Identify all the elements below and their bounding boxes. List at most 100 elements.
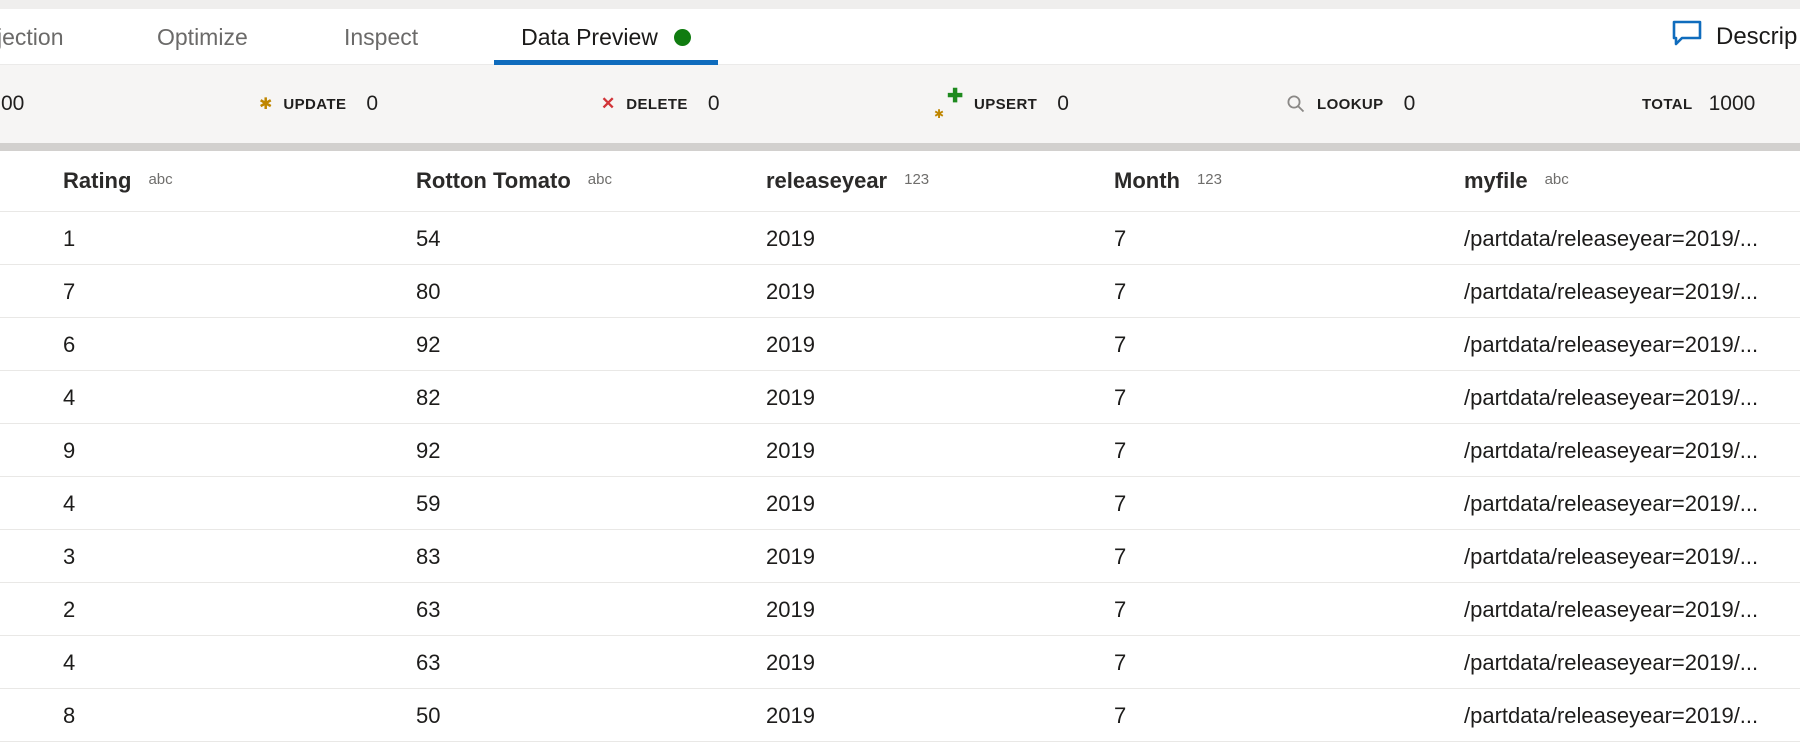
stat-update: ✱ UPDATE 0 <box>259 65 378 143</box>
table-row[interactable]: 3 83 2019 7/partdata/releaseyear=2019/... <box>0 530 1800 583</box>
table-cell: 2019 <box>766 650 815 675</box>
description-button[interactable]: Descrip <box>1672 9 1797 65</box>
table-cell: /partdata/releaseyear=2019/... <box>1464 597 1759 622</box>
table-cell: 9 <box>63 438 76 463</box>
table-row[interactable]: 7 80 2019 7/partdata/releaseyear=2019/... <box>0 265 1800 318</box>
total-count: 1000 <box>1708 92 1756 115</box>
table-cell: 2019 <box>766 438 815 463</box>
update-asterisk-icon: ✱ <box>259 96 273 113</box>
table-cell: 2019 <box>766 597 815 622</box>
upsert-asterisk-plus-icon: ✚ ✱ <box>934 86 963 121</box>
table-cell: 2019 <box>766 544 815 569</box>
delete-count: 0 <box>707 92 720 115</box>
table-row[interactable]: 8 50 2019 7/partdata/releaseyear=2019/... <box>0 689 1800 742</box>
upsert-count: 0 <box>1057 92 1069 115</box>
table-header-row: Rating abc Rotton Tomato abc releaseyear 123 M… <box>0 151 1800 211</box>
table-cell: 2019 <box>766 279 815 304</box>
table-row[interactable]: 4 63 2019 7/partdata/releaseyear=2019/... <box>0 636 1800 689</box>
table-row[interactable]: 1 54 2019 7/partdata/releaseyear=2019/... <box>0 212 1800 265</box>
insert-count: 00 <box>1 92 25 115</box>
table-cell: 7 <box>1114 279 1127 304</box>
table-cell: 6 <box>63 332 76 357</box>
table-cell: 2019 <box>766 703 815 728</box>
lookup-magnifier-icon <box>1286 94 1306 114</box>
column-type-badge: abc <box>148 170 173 188</box>
stats-bar: 00 ✱ UPDATE 0 ✕ DELETE 0 ✚ ✱ UPSERT 0 <box>0 65 1800 143</box>
table-cell: 54 <box>416 226 441 251</box>
table-cell: /partdata/releaseyear=2019/... <box>1464 332 1759 357</box>
stat-upsert: ✚ ✱ UPSERT 0 <box>934 65 1069 143</box>
stats-table-divider <box>0 143 1800 151</box>
table-cell: 7 <box>1114 438 1127 463</box>
column-header-rating[interactable]: Rating abc <box>63 151 173 211</box>
table-cell: 2019 <box>766 332 815 357</box>
table-cell: 63 <box>416 650 441 675</box>
table-cell: 7 <box>1114 597 1127 622</box>
tab-optimize[interactable]: Optimize <box>157 23 248 50</box>
total-label: TOTAL <box>1642 95 1693 113</box>
description-button-label: Descrip <box>1716 23 1798 50</box>
table-row[interactable]: 9 92 2019 7/partdata/releaseyear=2019/... <box>0 424 1800 477</box>
column-type-badge: abc <box>1544 170 1569 188</box>
table-cell: 92 <box>416 438 441 463</box>
table-cell: 50 <box>416 703 441 728</box>
table-cell: 7 <box>1114 491 1127 516</box>
tab-data-preview-label: Data Preview <box>521 23 658 50</box>
comment-icon <box>1672 20 1702 54</box>
table-cell: 4 <box>63 385 76 410</box>
table-cell: 92 <box>416 332 441 357</box>
table-cell: 63 <box>416 597 441 622</box>
status-dot-icon <box>673 28 691 46</box>
tab-data-preview[interactable]: Data Preview <box>494 9 718 65</box>
upsert-label: UPSERT <box>974 95 1038 113</box>
table-cell: 7 <box>1114 332 1127 357</box>
top-strip <box>0 0 1800 9</box>
table-row[interactable]: 2 63 2019 7/partdata/releaseyear=2019/... <box>0 583 1800 636</box>
table-cell: 7 <box>63 279 76 304</box>
table-body: 1 54 2019 7/partdata/releaseyear=2019/... 7 8… <box>0 211 1800 742</box>
table-cell: 83 <box>416 544 441 569</box>
stat-total: TOTAL 1000 <box>1642 65 1755 143</box>
table-cell: /partdata/releaseyear=2019/... <box>1464 703 1759 728</box>
column-name: releaseyear <box>766 168 888 193</box>
lookup-label: LOOKUP <box>1317 95 1384 113</box>
column-name: Rating <box>63 168 132 193</box>
table-cell: 7 <box>1114 226 1127 251</box>
table-cell: 4 <box>63 650 76 675</box>
column-header-releaseyear[interactable]: releaseyear 123 <box>766 151 929 211</box>
table-cell: 4 <box>63 491 76 516</box>
table-cell: 59 <box>416 491 441 516</box>
column-header-myfile[interactable]: myfile abc <box>1464 151 1569 211</box>
table-row[interactable]: 4 82 2019 7/partdata/releaseyear=2019/... <box>0 371 1800 424</box>
table-cell: 1 <box>63 226 76 251</box>
table-cell: 2 <box>63 597 76 622</box>
column-name: Rotton Tomato <box>416 168 571 193</box>
table-row[interactable]: 6 92 2019 7/partdata/releaseyear=2019/... <box>0 318 1800 371</box>
table-cell: 8 <box>63 703 76 728</box>
update-count: 0 <box>366 92 379 115</box>
column-header-rotton-tomato[interactable]: Rotton Tomato abc <box>416 151 612 211</box>
column-header-month[interactable]: Month 123 <box>1114 151 1222 211</box>
table-row[interactable]: 4 59 2019 7/partdata/releaseyear=2019/... <box>0 477 1800 530</box>
stat-delete: ✕ DELETE 0 <box>601 65 720 143</box>
column-type-badge: 123 <box>1196 170 1222 188</box>
tab-projection[interactable]: jection <box>0 23 64 50</box>
delete-x-icon: ✕ <box>601 94 616 113</box>
table-cell: /partdata/releaseyear=2019/... <box>1464 544 1759 569</box>
lookup-count: 0 <box>1403 92 1416 115</box>
update-label: UPDATE <box>283 95 347 113</box>
column-name: Month <box>1114 168 1180 193</box>
table-cell: 82 <box>416 385 441 410</box>
table-cell: 2019 <box>766 226 815 251</box>
delete-label: DELETE <box>626 95 688 113</box>
active-tab-underline <box>494 60 718 65</box>
table-cell: 7 <box>1114 650 1127 675</box>
table-cell: /partdata/releaseyear=2019/... <box>1464 226 1759 251</box>
table-cell: /partdata/releaseyear=2019/... <box>1464 385 1759 410</box>
table-cell: /partdata/releaseyear=2019/... <box>1464 279 1759 304</box>
table-cell: 2019 <box>766 385 815 410</box>
tab-inspect[interactable]: Inspect <box>344 23 419 50</box>
tab-bar: jection Optimize Inspect Data Preview De… <box>0 9 1800 65</box>
stat-insert-partial: 00 <box>1 65 24 143</box>
